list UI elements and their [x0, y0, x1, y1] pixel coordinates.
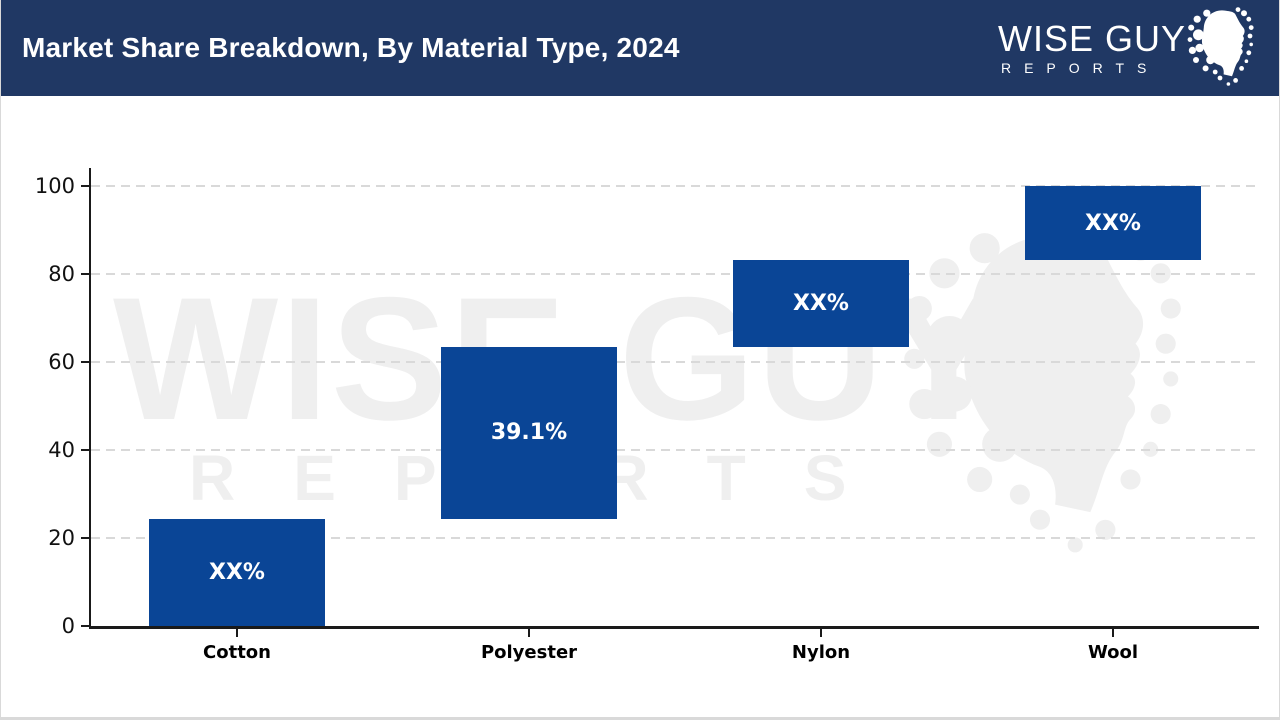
- y-axis-line: [89, 168, 91, 629]
- x-axis-category-label: Polyester: [480, 642, 578, 663]
- gridline: [91, 537, 1259, 539]
- y-axis-tick-label: 0: [61, 614, 75, 638]
- logo-wordmark: WISE GUY: [997, 17, 1186, 59]
- bar-value-label: 39.1%: [490, 420, 568, 446]
- x-axis-tick-mark: [528, 629, 530, 637]
- x-axis-line: [89, 626, 1259, 629]
- y-axis-tick-mark: [81, 537, 89, 539]
- x-axis-tick-mark: [236, 629, 238, 637]
- y-axis-tick-label: 60: [48, 350, 75, 374]
- bar-cotton: XX%: [149, 518, 325, 626]
- gridline: [91, 361, 1259, 363]
- bar-wool: XX%: [1025, 186, 1201, 261]
- y-axis-tick-label: 20: [48, 526, 75, 550]
- y-axis-tick-mark: [81, 449, 89, 451]
- x-axis-category-label: Nylon: [791, 642, 851, 663]
- x-axis-tick-mark: [1112, 629, 1114, 637]
- page-title: Market Share Breakdown, By Material Type…: [22, 32, 680, 63]
- gridline: [91, 273, 1259, 275]
- gridline: [91, 449, 1259, 451]
- bar-value-label: XX%: [209, 559, 265, 585]
- y-axis-tick-label: 40: [48, 438, 75, 462]
- y-axis-tick-mark: [81, 273, 89, 275]
- x-axis-category-label: Cotton: [203, 642, 271, 663]
- bar-polyester: 39.1%: [441, 346, 617, 519]
- wise-guy-reports-logo: WISE GUY REPORTS: [998, 6, 1256, 90]
- gridline: [91, 185, 1259, 187]
- y-axis-tick-label: 80: [48, 262, 75, 286]
- x-axis-tick-mark: [820, 629, 822, 637]
- header-bar: Market Share Breakdown, By Material Type…: [1, 0, 1279, 96]
- logo-subtitle: REPORTS: [1000, 59, 1160, 76]
- y-axis-tick-mark: [81, 185, 89, 187]
- y-axis-tick-mark: [81, 625, 89, 627]
- y-axis-tick-label: 100: [34, 174, 75, 198]
- x-axis-category-label: Wool: [1087, 642, 1139, 663]
- bar-value-label: XX%: [1085, 210, 1141, 236]
- bar-value-label: XX%: [793, 290, 849, 316]
- y-axis-tick-mark: [81, 361, 89, 363]
- bar-nylon: XX%: [733, 260, 909, 347]
- logo-text: WISE GUY REPORTS: [997, 17, 1186, 76]
